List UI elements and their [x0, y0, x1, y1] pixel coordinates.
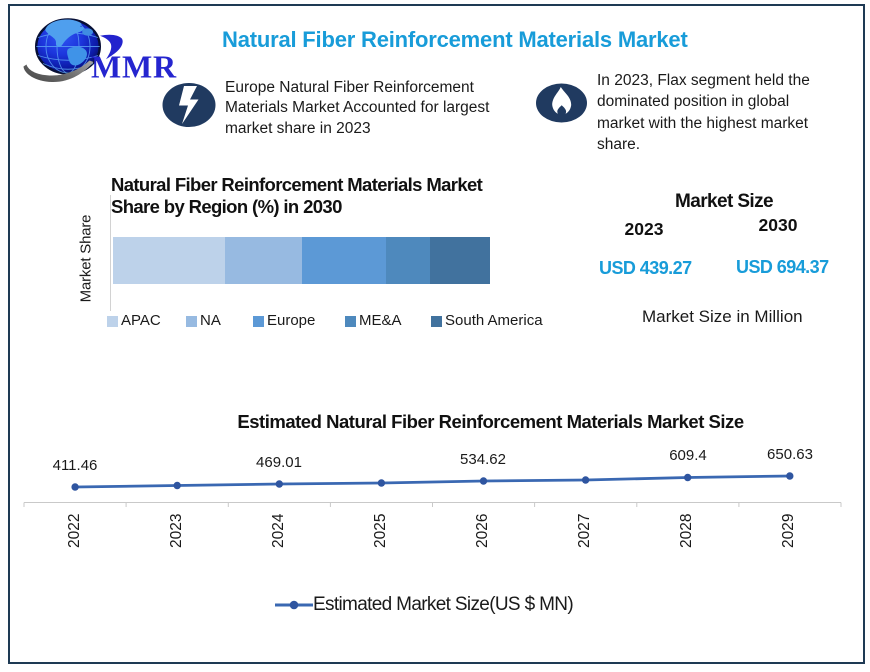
svg-text:MMR: MMR [91, 49, 177, 85]
